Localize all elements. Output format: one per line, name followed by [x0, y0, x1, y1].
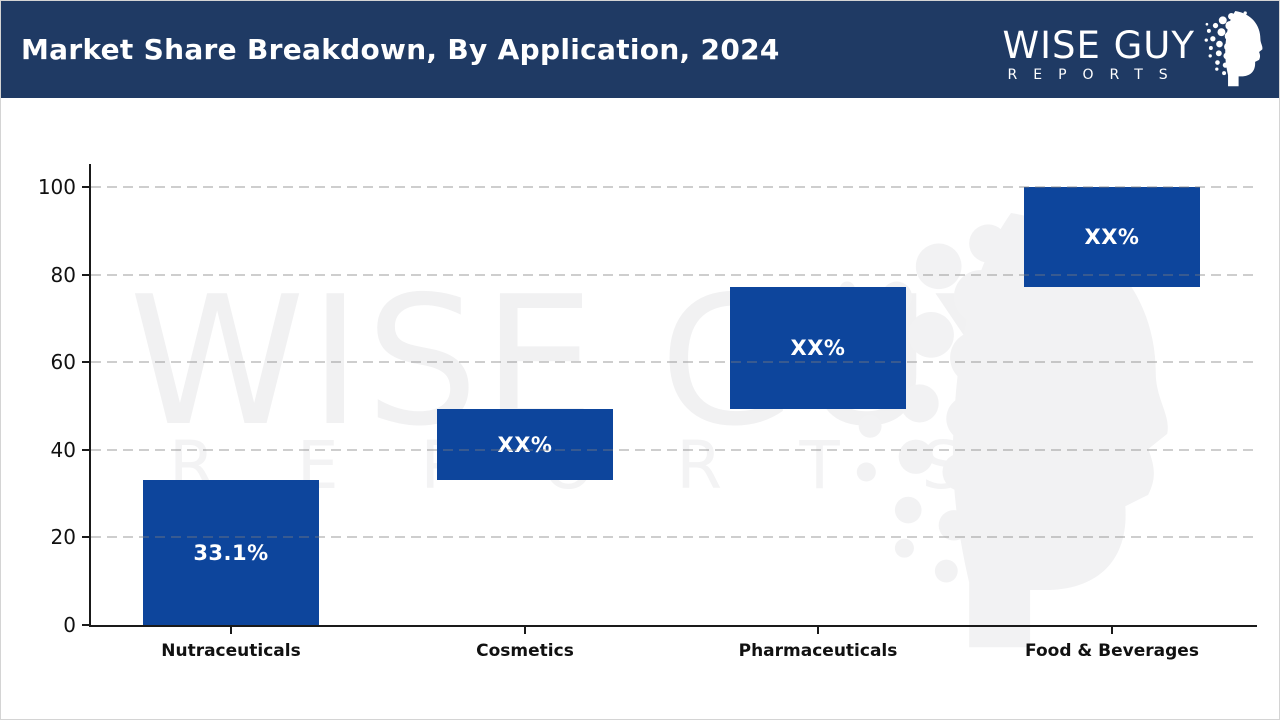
y-tick: [82, 274, 89, 276]
y-tick-label: 80: [50, 263, 76, 287]
category-label-cosmetics: Cosmetics: [476, 641, 574, 661]
y-tick: [82, 536, 89, 538]
bar-value-label: XX%: [497, 432, 553, 457]
bar-value-label: 33.1%: [193, 540, 269, 565]
x-tick: [230, 627, 232, 634]
logo-reports-text: REPORTS: [1007, 67, 1184, 83]
x-tick: [524, 627, 526, 634]
category-label-food-beverages: Food & Beverages: [1025, 641, 1199, 661]
gridline-60: [91, 361, 1257, 363]
header-banner: Market Share Breakdown, By Application, …: [1, 1, 1279, 98]
y-tick-label: 40: [50, 438, 76, 462]
y-axis-line: [89, 164, 91, 627]
wiseguy-head-icon: [1204, 11, 1263, 87]
category-label-pharmaceuticals: Pharmaceuticals: [738, 641, 898, 661]
y-tick: [82, 186, 89, 188]
y-tick: [82, 449, 89, 451]
bar-food-beverages: XX%: [1024, 187, 1200, 287]
bar-nutraceuticals: 33.1%: [143, 480, 319, 625]
wiseguy-logo: WISE GUY REPORTS: [1003, 11, 1265, 87]
logo-wordmark: WISE GUY: [1002, 24, 1195, 67]
x-axis-line: [89, 625, 1257, 627]
bar-cosmetics: XX%: [437, 409, 613, 480]
y-tick-label: 100: [37, 175, 76, 199]
page-title: Market Share Breakdown, By Application, …: [21, 33, 780, 66]
bar-value-label: XX%: [790, 336, 846, 360]
y-tick: [82, 624, 89, 626]
y-tick-label: 60: [50, 350, 76, 374]
gridline-100: [91, 186, 1257, 188]
bar-value-label: XX%: [1084, 225, 1140, 249]
y-tick-label: 0: [63, 613, 76, 637]
gridline-80: [91, 274, 1257, 276]
category-label-nutraceuticals: Nutraceuticals: [161, 641, 301, 661]
x-tick: [817, 627, 819, 634]
gridline-40: [91, 449, 1257, 451]
x-tick: [1111, 627, 1113, 634]
bar-pharmaceuticals: XX%: [730, 287, 906, 409]
y-tick-label: 20: [50, 525, 76, 549]
y-tick: [82, 361, 89, 363]
gridline-20: [91, 536, 1257, 538]
